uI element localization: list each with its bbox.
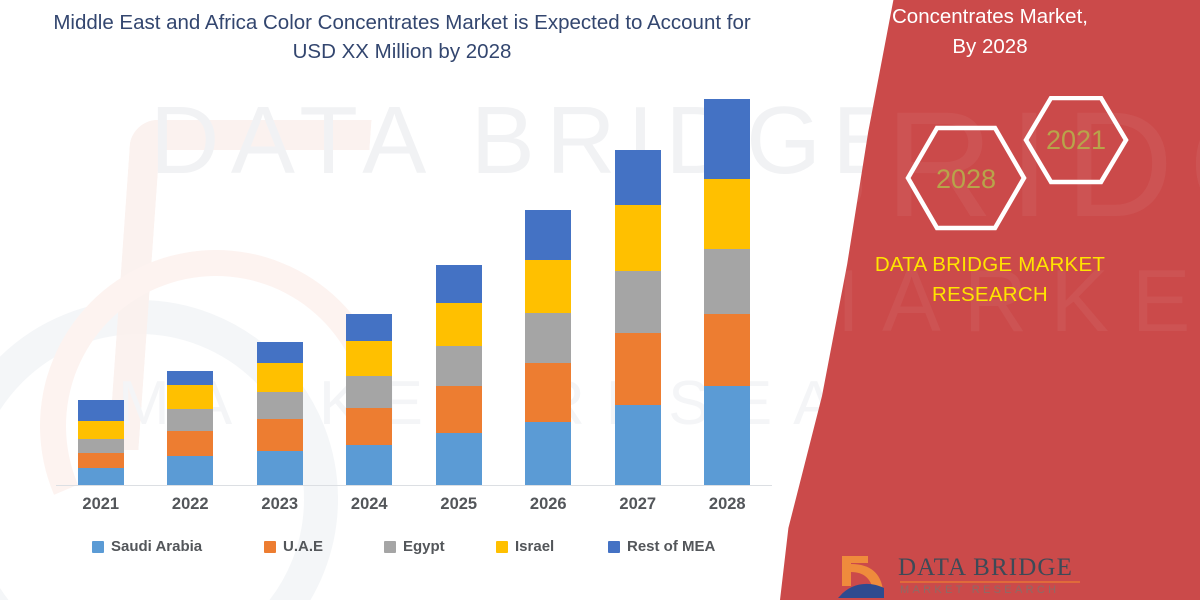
legend-label: Saudi Arabia [111, 538, 203, 555]
x-axis-label-2026: 2026 [529, 495, 567, 513]
x-axis-labels: 2021 2022 2023 2024 2025 2026 2027 2028 [56, 495, 772, 525]
right-brand-panel: BRIDGE MARKET Concentrates Market,By 202… [780, 0, 1200, 600]
bar-2025[interactable] [435, 265, 482, 485]
bar-2026[interactable] [525, 210, 572, 485]
bar-segment[interactable] [435, 302, 482, 347]
bar-segment[interactable] [77, 421, 124, 439]
hexagon-svg: 2021 2028 [905, 95, 1129, 231]
legend-label: Egypt [403, 538, 445, 555]
legend-label: Israel [515, 538, 555, 555]
bar-2024[interactable] [346, 313, 393, 485]
bar-segment[interactable] [346, 445, 393, 485]
hexagon-group: 2021 2028 [780, 95, 1200, 236]
bar-segment[interactable] [77, 438, 124, 454]
bar-segment[interactable] [525, 210, 572, 260]
chart-legend: Saudi Arabia U.A.E Egypt Israel Rest of MEA [56, 538, 772, 564]
x-axis-label-2024: 2024 [350, 495, 388, 513]
legend-swatch-icon [92, 540, 104, 553]
page-title: Middle East and Africa Color Concentrate… [53, 11, 751, 64]
bar-segment[interactable] [525, 312, 572, 363]
logo-tagline: MARKET RESEARCH [900, 584, 1060, 596]
legend-item-israel[interactable]: Israel [496, 538, 554, 555]
bar-segment[interactable] [256, 392, 303, 419]
bar-segment[interactable] [256, 450, 303, 485]
legend-item-rest-of-mea[interactable]: Rest of MEA [608, 538, 715, 555]
bar-segment[interactable] [256, 362, 303, 393]
bar-segment[interactable] [614, 205, 661, 272]
bar-2021[interactable] [77, 400, 124, 485]
x-axis-label-2028: 2028 [708, 495, 746, 513]
x-axis-label-2023: 2023 [261, 495, 299, 513]
legend-swatch-icon [496, 540, 508, 553]
logo-divider [900, 581, 1080, 583]
hexagon-2028-label: 2028 [936, 164, 996, 194]
stacked-bar-chart: 2021 2022 2023 2024 2025 2026 2027 2028 Saudi A… [56, 98, 772, 564]
bar-segment[interactable] [435, 433, 482, 485]
bar-segment[interactable] [435, 386, 482, 434]
legend-item-egypt[interactable]: Egypt [384, 538, 445, 555]
x-axis-label-2021: 2021 [82, 495, 120, 513]
panel-title-line-2: By 2028 [952, 34, 1028, 58]
brand-line-2: RESEARCH [932, 282, 1048, 306]
bar-segment[interactable] [167, 370, 214, 385]
bar-segment[interactable] [525, 422, 572, 485]
legend-label: U.A.E [283, 538, 324, 555]
bar-segment[interactable] [346, 341, 393, 377]
x-axis-label-2027: 2027 [619, 495, 657, 513]
bar-2022[interactable] [167, 370, 214, 485]
legend-swatch-icon [264, 540, 276, 553]
bar-segment[interactable] [704, 314, 751, 387]
hexagon-2028-shape [905, 125, 1027, 231]
bar-segment[interactable] [704, 386, 751, 485]
bar-segment[interactable] [256, 418, 303, 451]
brand-name: DATA BRIDGE MARKET RESEARCH [780, 250, 1200, 309]
chart-plot-area [56, 98, 772, 485]
x-axis-label-2025: 2025 [440, 495, 478, 513]
bar-segment[interactable] [525, 362, 572, 423]
x-axis-label-2022: 2022 [171, 495, 209, 513]
bar-segment[interactable] [167, 409, 214, 432]
bar-2028[interactable] [704, 98, 751, 485]
legend-swatch-icon [384, 540, 396, 553]
legend-label: Rest of MEA [627, 538, 716, 555]
panel-title-line-1: Concentrates Market, [892, 5, 1088, 28]
bar-segment[interactable] [346, 407, 393, 446]
bar-segment[interactable] [256, 341, 303, 363]
bar-segment[interactable] [704, 248, 751, 315]
bar-segment[interactable] [614, 150, 661, 206]
bar-segment[interactable] [346, 376, 393, 408]
bar-segment[interactable] [614, 404, 661, 485]
x-axis-line [56, 485, 772, 486]
legend-swatch-icon [608, 540, 620, 553]
bar-segment[interactable] [614, 271, 661, 333]
bar-segment[interactable] [435, 346, 482, 387]
bar-segment[interactable] [77, 453, 124, 469]
bar-segment[interactable] [614, 332, 661, 405]
bar-2027[interactable] [614, 150, 661, 485]
bar-segment[interactable] [77, 468, 124, 485]
legend-item-saudi-arabia[interactable]: Saudi Arabia [92, 538, 202, 555]
logo-wordmark: DATA BRIDGE [898, 554, 1073, 581]
panel-title: Concentrates Market, By 2028 [780, 2, 1200, 61]
bar-segment[interactable] [435, 265, 482, 303]
bar-segment[interactable] [77, 400, 124, 422]
bar-segment[interactable] [525, 259, 572, 313]
bar-segment[interactable] [704, 179, 751, 249]
brand-line-1: DATA BRIDGE MARKET [874, 253, 1106, 276]
bar-segment[interactable] [346, 313, 393, 342]
bar-2023[interactable] [256, 341, 303, 485]
hexagon-2021-label: 2021 [1046, 125, 1106, 155]
bar-segment[interactable] [704, 98, 751, 180]
bar-segment[interactable] [167, 384, 214, 410]
data-bridge-logo: DATA BRIDGE MARKET RESEARCH [838, 552, 1198, 600]
legend-item-u-a-e[interactable]: U.A.E [264, 538, 323, 555]
hexagon-2021-shape [1023, 95, 1129, 185]
bridge-logo-icon [838, 556, 884, 598]
bar-segment[interactable] [167, 456, 214, 485]
bar-segment[interactable] [167, 431, 214, 457]
